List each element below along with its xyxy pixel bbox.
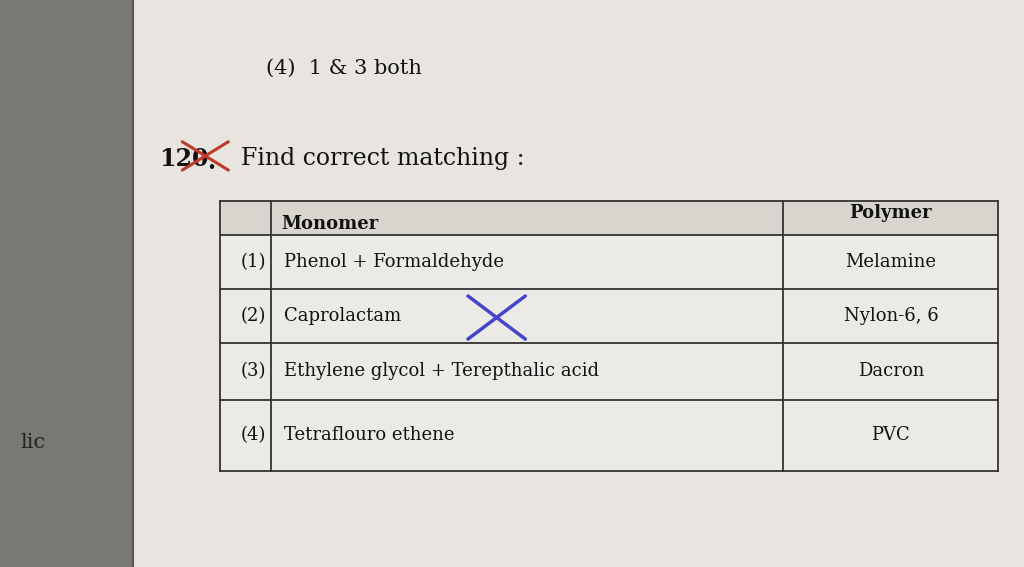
Text: Tetraflouro ethene: Tetraflouro ethene xyxy=(284,426,455,444)
Text: lic: lic xyxy=(20,433,46,452)
Text: PVC: PVC xyxy=(871,426,910,444)
Text: (3): (3) xyxy=(241,362,266,380)
Text: .: . xyxy=(207,150,215,174)
Bar xyxy=(133,0,1024,567)
Bar xyxy=(0,0,133,567)
Text: Monomer: Monomer xyxy=(282,215,379,233)
Text: (4)  1 & 3 both: (4) 1 & 3 both xyxy=(266,58,422,78)
Text: (1): (1) xyxy=(241,253,266,271)
Text: (4): (4) xyxy=(241,426,266,444)
Text: Nylon-6, 6: Nylon-6, 6 xyxy=(844,307,938,325)
Text: Ethylene glycol + Terepthalic acid: Ethylene glycol + Terepthalic acid xyxy=(284,362,599,380)
Text: Find correct matching :: Find correct matching : xyxy=(241,147,524,170)
Text: (2): (2) xyxy=(241,307,266,325)
Bar xyxy=(220,201,998,471)
Bar xyxy=(220,201,998,235)
Text: Dacron: Dacron xyxy=(858,362,924,380)
Text: Polymer: Polymer xyxy=(850,204,932,222)
Text: 120: 120 xyxy=(159,147,208,171)
Text: Caprolactam: Caprolactam xyxy=(284,307,401,325)
Text: Phenol + Formaldehyde: Phenol + Formaldehyde xyxy=(284,253,504,271)
Text: Melamine: Melamine xyxy=(846,253,936,271)
